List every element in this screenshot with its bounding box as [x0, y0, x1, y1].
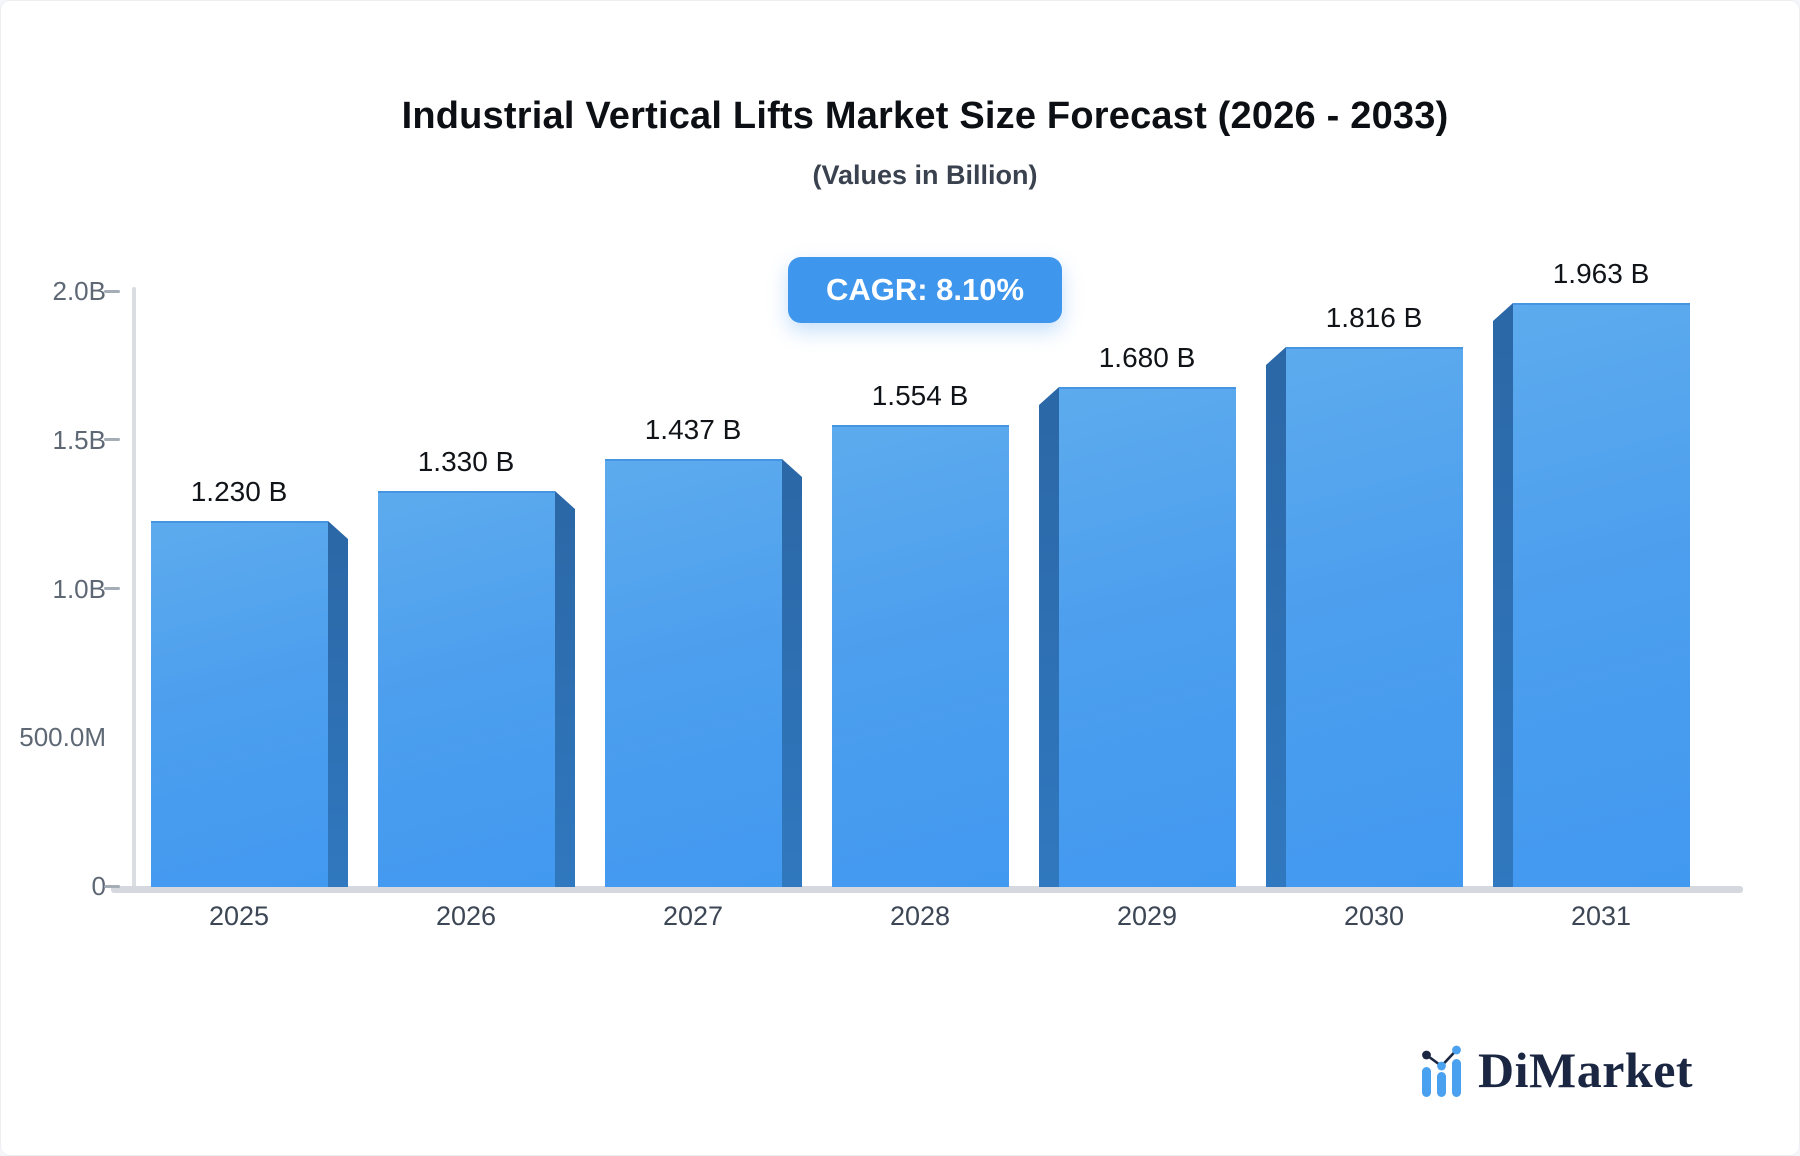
bar-3d-side — [1493, 303, 1513, 887]
cagr-badge: CAGR: 8.10% — [787, 257, 1063, 323]
x-axis-label-2028: 2028 — [889, 901, 951, 931]
bar-3d-side — [1266, 347, 1286, 887]
bar-2026 — [378, 491, 555, 887]
cagr-badge-row: CAGR: 8.10% — [49, 257, 1799, 323]
x-axis-label-2026: 2026 — [435, 901, 497, 931]
page-subtitle: (Values in Billion) — [812, 160, 1038, 190]
y-axis-tick-label: 2.0B — [52, 276, 107, 306]
x-axis-label-2030: 2030 — [1343, 901, 1405, 931]
x-axis-label-2025: 2025 — [208, 901, 270, 931]
x-axis-label-2031: 2031 — [1570, 901, 1632, 931]
bar-value-label: 1.816 B — [1325, 302, 1423, 333]
y-axis-line — [132, 287, 136, 889]
brand-wordmark: DiMarket — [1478, 1042, 1694, 1098]
bar-value-label: 1.230 B — [190, 476, 288, 507]
bar-2029 — [1059, 387, 1236, 887]
y-axis-tick-label: 1.5B — [52, 424, 107, 455]
bar-value-label: 1.554 B — [871, 380, 969, 411]
y-axis-tick-mark — [104, 289, 120, 293]
y-axis-tick-mark — [104, 884, 120, 888]
bar-2028 — [832, 425, 1009, 887]
bar-value-label: 1.963 B — [1552, 258, 1650, 289]
bar-3d-side — [1039, 387, 1059, 887]
x-axis-label-2029: 2029 — [1116, 901, 1178, 931]
bar-3d-side — [782, 459, 802, 887]
x-axis-label-2027: 2027 — [662, 901, 724, 931]
y-axis-tick-mark — [104, 438, 120, 442]
bar-2031 — [1513, 303, 1690, 887]
bar-3d-side — [328, 521, 348, 887]
bar-2025 — [151, 521, 328, 887]
y-axis-tick-label: 0 — [91, 871, 106, 901]
brand-logo: DiMarket — [1419, 1041, 1693, 1099]
y-axis-tick-label: 1.0B — [52, 573, 107, 604]
dimarket-logo-icon — [1422, 1045, 1461, 1097]
bar-value-label: 1.437 B — [644, 414, 742, 445]
bar-value-label: 1.680 B — [1098, 342, 1196, 373]
bar-2030 — [1286, 347, 1463, 887]
bar-3d-side — [555, 491, 575, 887]
bar-value-label: 1.330 B — [417, 446, 515, 477]
page-title: Industrial Vertical Lifts Market Size Fo… — [401, 95, 1449, 137]
y-axis-tick-label: 500.0M — [19, 722, 106, 753]
bar-2027 — [605, 459, 782, 887]
x-axis-baseline — [111, 886, 1743, 893]
chart-header: Industrial Vertical Lifts Market Size Fo… — [49, 95, 1799, 191]
y-axis-tick-mark — [104, 587, 120, 590]
